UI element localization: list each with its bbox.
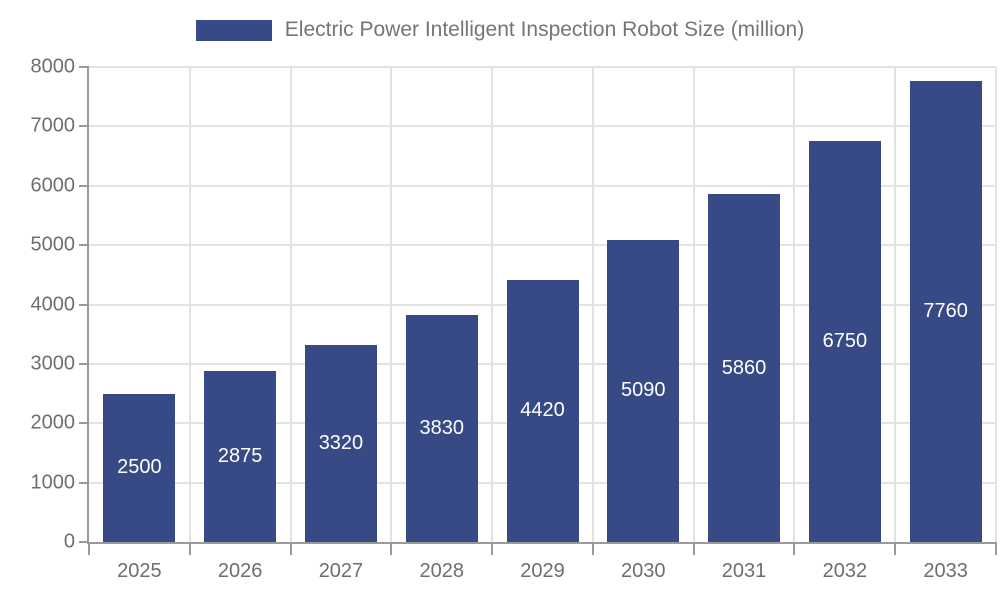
- legend-swatch-icon: [195, 19, 272, 41]
- y-tick-label: 2000: [30, 411, 76, 434]
- y-tick-label: 3000: [30, 352, 76, 375]
- bar-value-label: 7760: [923, 300, 968, 323]
- x-tick-label: 2025: [117, 560, 162, 582]
- x-tick-label: 2028: [419, 560, 464, 582]
- bar-value-label: 5860: [721, 356, 767, 379]
- x-tick-label: 2031: [721, 560, 767, 582]
- bar: 2500: [103, 393, 176, 542]
- bar-value-label: 6750: [822, 330, 868, 353]
- x-axis-tick: [390, 542, 393, 555]
- v-gridline: [793, 67, 796, 542]
- y-tick-label: 1000: [30, 471, 76, 494]
- bar-value-label: 3320: [318, 431, 364, 454]
- x-axis-tick: [88, 542, 90, 555]
- h-gridline: [89, 125, 996, 128]
- x-tick-label: 2029: [520, 560, 565, 582]
- bar-value-label: 2875: [217, 445, 263, 468]
- y-tick-label: 0: [63, 530, 75, 553]
- x-axis-tick: [188, 542, 191, 555]
- x-axis-tick: [491, 542, 494, 555]
- y-axis-tick: [79, 244, 89, 247]
- x-tick-label: 2032: [822, 560, 868, 582]
- y-tick-label: 4000: [30, 293, 76, 315]
- bar-value-label: 3830: [419, 416, 464, 439]
- y-axis-tick: [79, 481, 89, 484]
- legend-item[interactable]: Electric Power Intelligent Inspection Ro…: [195, 16, 805, 44]
- v-gridline: [591, 67, 594, 542]
- bar-value-label: 2500: [117, 456, 162, 479]
- x-axis-tick: [894, 542, 897, 555]
- y-axis-tick: [79, 184, 89, 187]
- x-axis-tick: [995, 542, 997, 555]
- y-tick-label: 7000: [30, 114, 76, 137]
- bar: 6750: [808, 141, 881, 542]
- v-gridline: [289, 67, 292, 542]
- v-gridline: [390, 67, 393, 542]
- bar: 5860: [708, 194, 781, 542]
- x-axis-tick: [793, 542, 796, 555]
- x-axis-tick: [692, 542, 695, 555]
- x-axis-tick: [289, 542, 292, 555]
- bar-value-label: 5090: [621, 379, 666, 402]
- x-tick-label: 2030: [621, 560, 666, 582]
- x-tick-label: 2033: [923, 560, 968, 582]
- h-gridline: [89, 184, 996, 187]
- bar: 3320: [304, 344, 377, 542]
- bar: 2875: [204, 371, 277, 542]
- x-axis-tick: [591, 542, 594, 555]
- legend-label: Electric Power Intelligent Inspection Ro…: [284, 18, 805, 41]
- y-axis-tick: [79, 66, 89, 68]
- y-axis-tick: [79, 422, 89, 425]
- y-axis-tick: [79, 541, 89, 543]
- h-gridline: [89, 66, 996, 68]
- bar: 5090: [607, 239, 680, 542]
- v-gridline: [491, 67, 494, 542]
- v-gridline: [188, 67, 191, 542]
- bar-value-label: 4420: [520, 399, 565, 422]
- y-tick-label: 6000: [30, 174, 76, 197]
- bar: 7760: [909, 81, 982, 542]
- legend: Electric Power Intelligent Inspection Ro…: [0, 16, 1000, 44]
- x-tick-label: 2027: [318, 560, 364, 582]
- bar: 4420: [506, 279, 579, 542]
- v-gridline: [894, 67, 897, 542]
- plot-area: 0 1000 2000 3000 4000 5000 6000 7000 8000 2500 202…: [31, 56, 997, 582]
- bar: 3830: [405, 314, 478, 542]
- v-gridline: [692, 67, 695, 542]
- y-tick-label: 5000: [30, 233, 76, 256]
- y-tick-label: 8000: [30, 55, 76, 78]
- y-axis-tick: [79, 125, 89, 128]
- y-axis-tick: [79, 362, 89, 365]
- v-gridline: [995, 67, 997, 542]
- h-gridline: [89, 244, 996, 247]
- x-tick-label: 2026: [217, 560, 263, 582]
- y-axis-tick: [79, 303, 89, 306]
